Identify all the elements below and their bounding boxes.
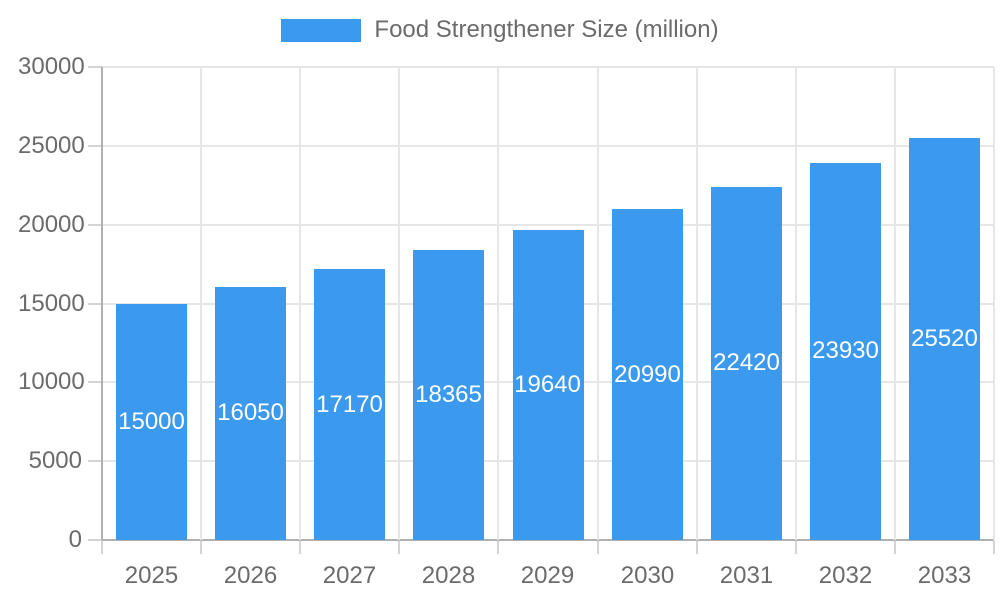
gridline-v: [695, 67, 698, 540]
x-axis-tick: [299, 541, 302, 554]
x-axis-label: 2031: [719, 562, 774, 589]
x-axis-label: 2026: [223, 562, 278, 589]
x-axis-tick: [993, 541, 995, 554]
gridline-h: [102, 223, 994, 226]
x-axis-label: 2029: [520, 562, 575, 589]
gridline-v: [200, 67, 203, 540]
bar: [612, 209, 683, 540]
gridline-h: [102, 539, 994, 541]
x-axis-label: 2027: [322, 562, 377, 589]
gridline-v: [794, 67, 797, 540]
bar: [513, 230, 584, 540]
x-axis-label: 2032: [818, 562, 873, 589]
x-axis-label: 2028: [421, 562, 476, 589]
gridline-v: [993, 67, 995, 540]
y-axis-tick: [88, 144, 102, 147]
bar-value-label: 20990: [614, 361, 681, 388]
bar-value-label: 22420: [713, 349, 780, 376]
bar-value-label: 17170: [316, 391, 383, 418]
legend-label: Food Strengthener Size (million): [374, 16, 719, 43]
x-axis-tick: [398, 541, 401, 554]
gridline-v: [596, 67, 599, 540]
bar: [413, 250, 484, 540]
y-axis-label: 0: [68, 526, 82, 553]
bar-value-label: 18365: [415, 381, 482, 408]
y-axis-label: 15000: [18, 289, 85, 317]
x-axis-tick: [893, 541, 896, 554]
x-axis-tick: [794, 541, 797, 554]
bar-value-label: 25520: [911, 325, 978, 352]
bar: [909, 137, 980, 540]
gridline-v: [497, 67, 500, 540]
bar-value-label: 23930: [812, 337, 879, 364]
gridline-h: [102, 144, 994, 147]
x-axis-tick: [596, 541, 599, 554]
y-axis-tick: [88, 539, 102, 541]
bar-value-label: 16050: [217, 399, 284, 426]
bar: [116, 303, 187, 540]
gridline-v: [398, 67, 401, 540]
y-axis-tick: [88, 302, 102, 305]
x-axis-tick: [200, 541, 203, 554]
bar: [711, 186, 782, 540]
x-axis-tick: [695, 541, 698, 554]
y-axis-label: 20000: [18, 210, 85, 238]
y-axis-line: [101, 67, 103, 540]
y-axis-tick: [88, 66, 102, 68]
y-axis-label: 30000: [18, 53, 85, 80]
y-axis-tick: [88, 460, 102, 463]
x-axis-label: 2030: [620, 562, 675, 589]
bar-value-label: 19640: [514, 371, 581, 398]
legend-swatch: [281, 18, 362, 42]
bar-value-label: 15000: [118, 408, 185, 435]
bar: [215, 286, 286, 540]
y-axis-label: 25000: [18, 131, 85, 159]
y-axis-label: 10000: [18, 368, 85, 396]
x-axis-label: 2033: [917, 562, 972, 589]
gridline-h: [102, 66, 994, 68]
x-axis-tick: [101, 541, 103, 554]
y-axis-label: 5000: [28, 447, 82, 475]
gridline-v: [299, 67, 302, 540]
x-axis-tick: [497, 541, 500, 554]
bar: [314, 269, 385, 540]
y-axis-tick: [88, 381, 102, 384]
x-axis-label: 2025: [124, 562, 179, 589]
bar: [810, 162, 881, 540]
chart-legend: Food Strengthener Size (million): [0, 16, 1000, 44]
gridline-v: [893, 67, 896, 540]
y-axis-tick: [88, 223, 102, 226]
